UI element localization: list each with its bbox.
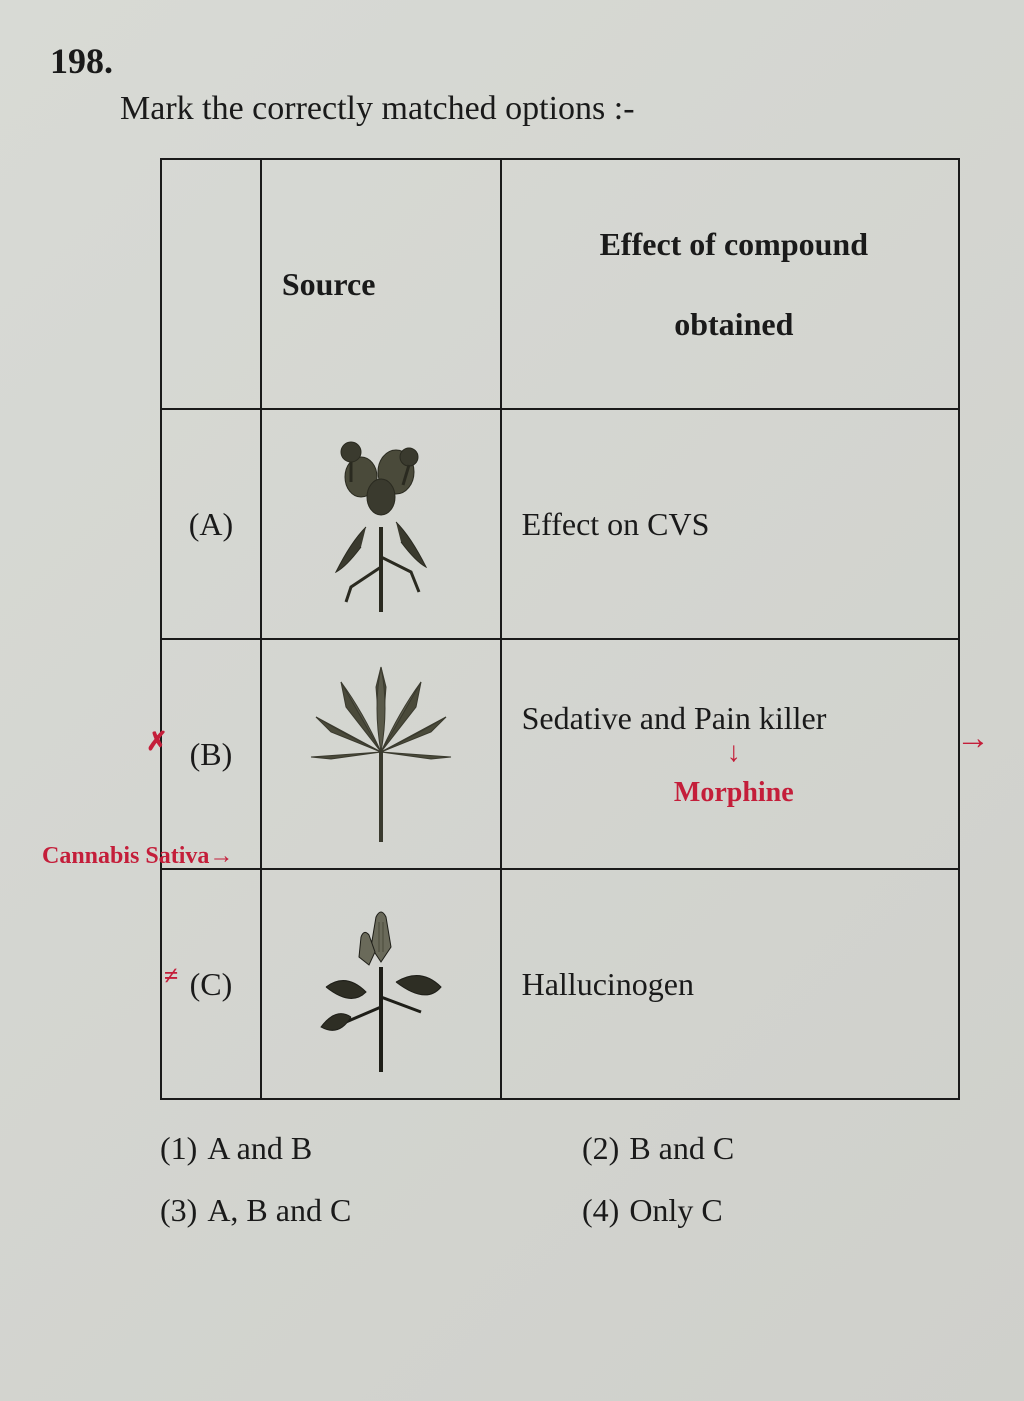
question-number: 198.	[50, 40, 974, 82]
row-a-effect: Effect on CVS	[501, 409, 959, 639]
answer-options: (1) A and B (2) B and C (3) A, B and C (…	[160, 1130, 974, 1229]
table-row: ✗ (B) Cannabis Sativa→	[161, 639, 959, 869]
row-a-source	[261, 409, 501, 639]
table-row: (A)	[161, 409, 959, 639]
row-c-label: ≠ (C)	[161, 869, 261, 1099]
option-1-num: (1)	[160, 1130, 197, 1167]
option-2-text: B and C	[629, 1130, 734, 1167]
handwriting-cannabis: Cannabis Sativa→	[42, 843, 233, 870]
poppy-plant-icon	[291, 427, 471, 617]
handwriting-cross-b: ✗	[146, 727, 168, 757]
option-3-num: (3)	[160, 1192, 197, 1229]
row-b-label-text: (B)	[190, 736, 233, 772]
option-2[interactable]: (2) B and C	[582, 1130, 974, 1167]
header-source: Source	[261, 159, 501, 409]
handwriting-morphine: Morphine	[522, 777, 946, 809]
header-effect: Effect of compound obtained	[501, 159, 959, 409]
handwriting-cross-c: ≠	[164, 961, 178, 991]
handwriting-arrow-down: ↓	[522, 737, 946, 769]
option-1-text: A and B	[207, 1130, 312, 1167]
row-a-label: (A)	[161, 409, 261, 639]
table-header-row: Source Effect of compound obtained	[161, 159, 959, 409]
row-b-effect: Sedative and Pain killer ↓ Morphine →	[501, 639, 959, 869]
row-b-label: ✗ (B) Cannabis Sativa→	[161, 639, 261, 869]
row-c-effect: Hallucinogen	[501, 869, 959, 1099]
table-row: ≠ (C) Ha	[161, 869, 959, 1099]
handwriting-arrow-right: →	[956, 720, 990, 758]
match-table: Source Effect of compound obtained (A)	[160, 158, 960, 1100]
option-4[interactable]: (4) Only C	[582, 1192, 974, 1229]
datura-plant-icon	[291, 887, 471, 1077]
header-effect-line2: obtained	[522, 284, 946, 364]
header-blank	[161, 159, 261, 409]
header-effect-line1: Effect of compound	[522, 204, 946, 284]
option-2-num: (2)	[582, 1130, 619, 1167]
row-c-label-text: (C)	[190, 966, 233, 1002]
option-1[interactable]: (1) A and B	[160, 1130, 552, 1167]
row-c-source	[261, 869, 501, 1099]
option-3-text: A, B and C	[207, 1192, 351, 1229]
option-3[interactable]: (3) A, B and C	[160, 1192, 552, 1229]
cannabis-leaf-icon	[291, 657, 471, 847]
row-b-source	[261, 639, 501, 869]
option-4-num: (4)	[582, 1192, 619, 1229]
question-text: Mark the correctly matched options :-	[120, 90, 974, 128]
option-4-text: Only C	[629, 1192, 722, 1229]
row-b-effect-text: Sedative and Pain killer	[522, 700, 946, 737]
